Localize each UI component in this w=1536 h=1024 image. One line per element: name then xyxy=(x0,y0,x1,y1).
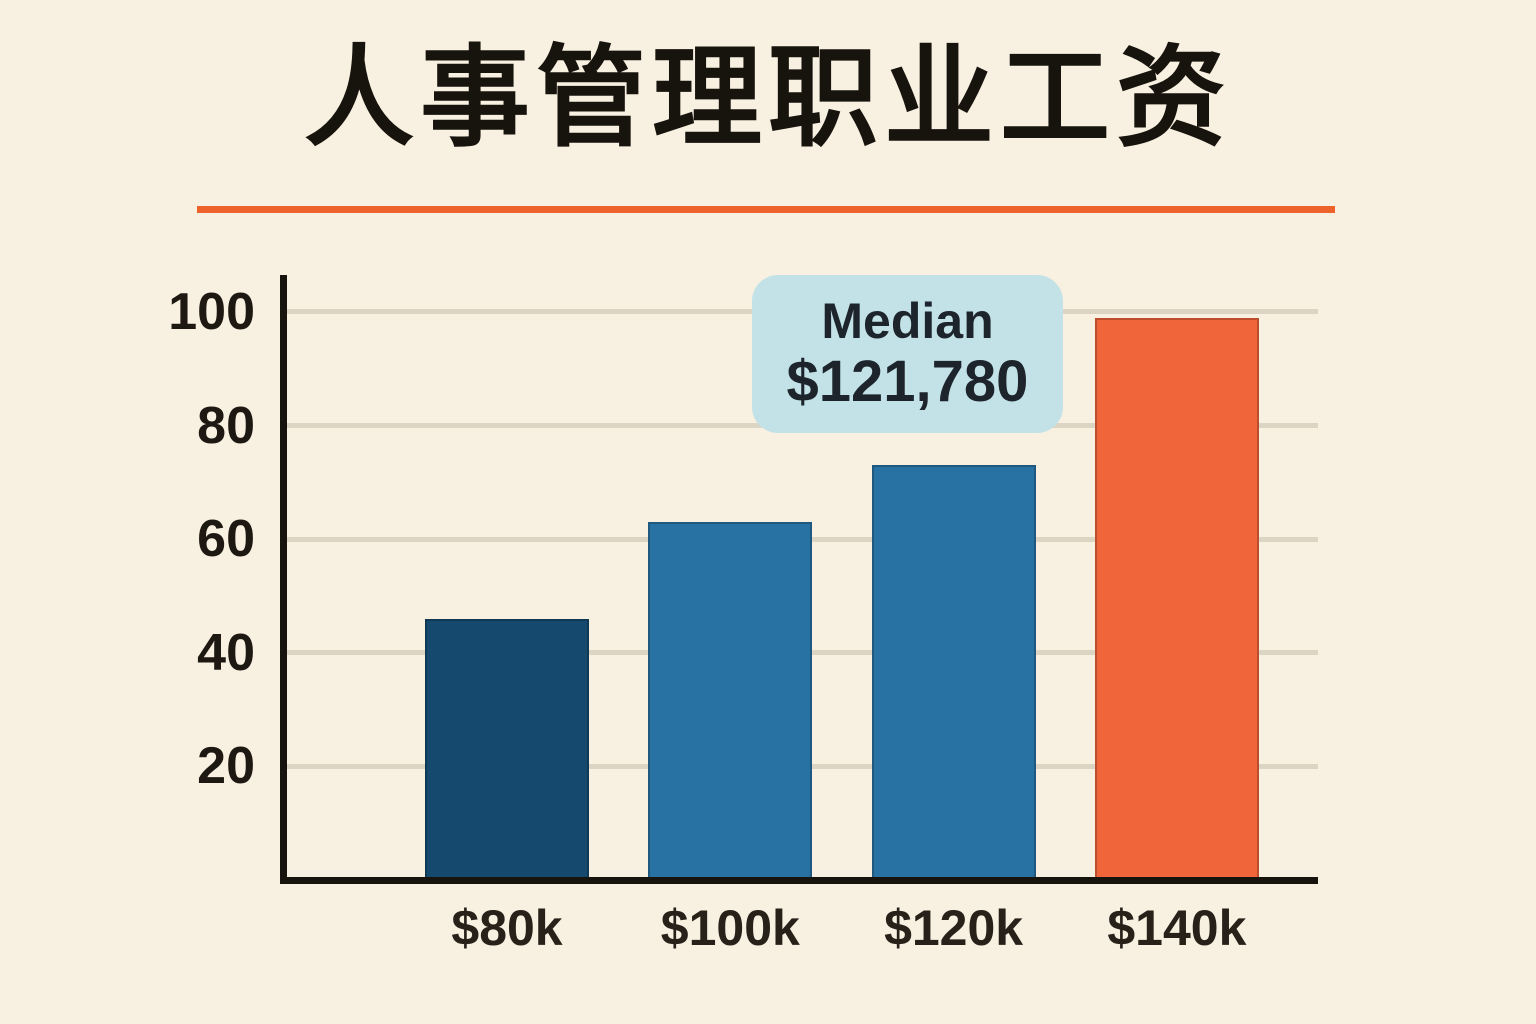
bar-$140k xyxy=(1094,317,1259,880)
bar-$80k xyxy=(425,618,589,880)
bar-$120k xyxy=(871,465,1036,880)
x-tick-label: $100k xyxy=(660,900,800,956)
median-callout: Median $121,780 xyxy=(752,275,1063,433)
median-value: $121,780 xyxy=(786,348,1029,414)
title-divider xyxy=(197,206,1335,213)
y-tick-label: 80 xyxy=(197,396,255,455)
x-tick-label: $80k xyxy=(451,900,563,956)
y-tick-label: 20 xyxy=(197,737,255,796)
x-axis-line xyxy=(280,877,1318,884)
page-title: 人事管理职业工资 xyxy=(304,37,1232,160)
x-tick-label: $140k xyxy=(1107,900,1247,956)
y-tick-label: 100 xyxy=(168,282,255,341)
x-tick-label: $120k xyxy=(884,900,1024,956)
bar-$100k xyxy=(648,522,813,880)
y-axis-line xyxy=(280,275,287,884)
median-label: Median xyxy=(821,293,994,350)
y-tick-label: 40 xyxy=(197,623,255,682)
plot-area xyxy=(287,275,1318,880)
y-tick-label: 60 xyxy=(197,510,255,569)
